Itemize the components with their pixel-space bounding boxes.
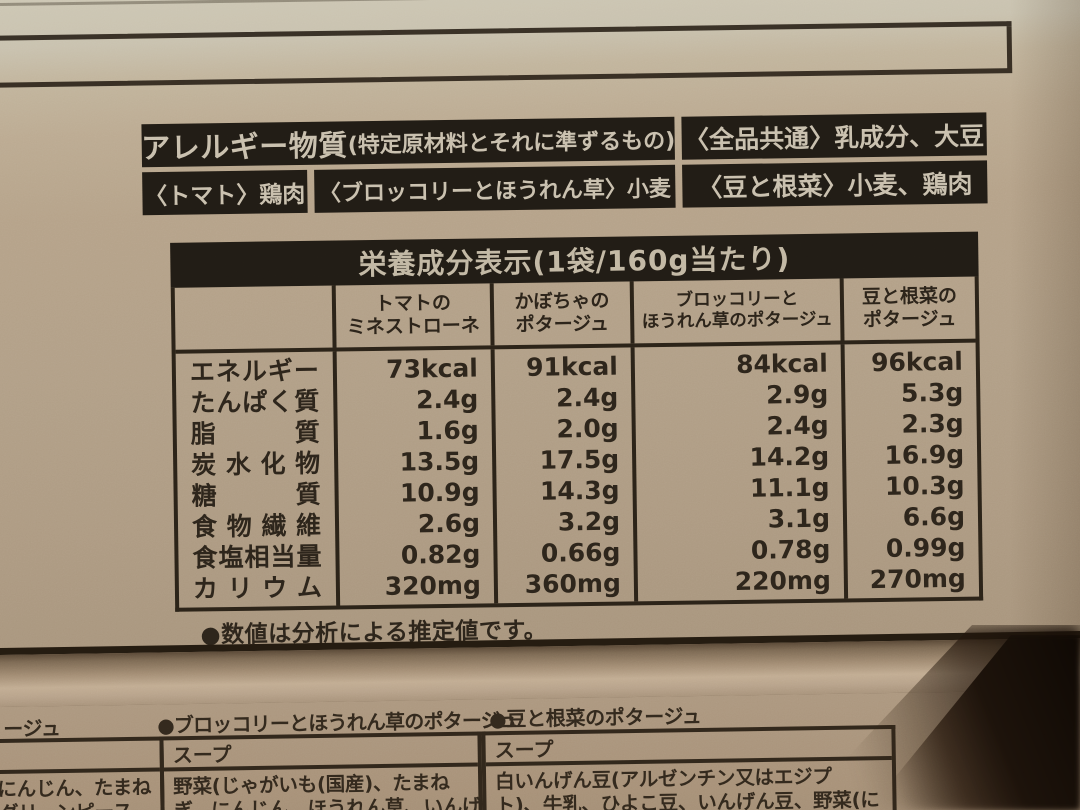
allergen-title-note: (特定原材料とそれに準ずるもの): [347, 128, 675, 158]
column-header-line: かぼちゃの: [514, 289, 610, 314]
ingredients-line: にんじん、たまね: [0, 775, 152, 802]
values-column-beans-roots-potage: 96kcal 5.3g 2.3g 16.9g 10.3g 6.6g 0.99g …: [845, 343, 980, 599]
value-cell: 2.3g: [901, 408, 964, 439]
allergen-title-cell: アレルギー物質 (特定原材料とそれに準ずるもの): [141, 116, 675, 168]
value-cell: 1.6g: [416, 415, 479, 446]
nutrient-label: たんぱく質: [190, 386, 320, 418]
allergen-row-1: アレルギー物質 (特定原材料とそれに準ずるもの) 〈全品共通〉乳成分、大豆: [141, 112, 987, 168]
allergen-tomato-cell: 〈トマト〉鶏肉: [142, 169, 308, 216]
value-cell: 0.82g: [400, 539, 481, 570]
nutrition-header-row: トマトの ミネストローネ かぼちゃの ポタージュ ブロッコリーと ほうれん草のポ…: [174, 277, 976, 350]
value-cell: 13.5g: [399, 446, 480, 477]
value-cell: 320mg: [384, 570, 482, 601]
soup-row-label: スープ: [163, 735, 478, 772]
value-cell: 84kcal: [735, 348, 829, 379]
nutrient-label: カリウム: [192, 572, 323, 604]
allergen-beans-roots-cell: 〈豆と根菜〉小麦、鶏肉: [682, 160, 988, 208]
nutrition-body: エネルギー たんぱく質 脂質 炭水化物 糖質 食物繊維 食塩相当量 カリウム 7…: [175, 338, 980, 608]
value-cell: 11.1g: [749, 472, 830, 503]
value-cell: 2.4g: [415, 384, 479, 415]
allergen-common-cell: 〈全品共通〉乳成分、大豆: [681, 112, 987, 160]
printed-label-area: アレルギー物質 (特定原材料とそれに準ずるもの) 〈全品共通〉乳成分、大豆 〈トマ…: [141, 112, 988, 648]
nutrient-label: 食物繊維: [191, 510, 322, 542]
value-cell: 3.2g: [557, 506, 621, 537]
value-cell: 360mg: [524, 568, 622, 599]
value-cell: 5.3g: [900, 377, 964, 408]
values-column-tomato-minestrone: 73kcal 2.4g 1.6g 13.5g 10.9g 2.6g 0.82g …: [336, 349, 499, 606]
ingredients-text-broccoli: 野菜(じゃがいも(国産)、たまね ぎ、にんじん、ほうれん草、いんげ: [164, 767, 482, 810]
value-cell: 96kcal: [870, 346, 964, 378]
ingredients-line: グリーンピース、: [0, 800, 152, 810]
value-cell: 14.2g: [749, 441, 830, 472]
value-cell: 2.4g: [555, 382, 619, 413]
nutrient-label: 糖質: [191, 479, 321, 511]
nutrient-label: 脂質: [190, 417, 320, 449]
allergen-broccoli-spinach-cell: 〈ブロッコリーとほうれん草〉小麦: [313, 164, 677, 213]
values-column-pumpkin-potage: 91kcal 2.4g 2.0g 17.5g 14.3g 3.2g 0.66g …: [494, 347, 639, 604]
nutrient-label: 炭水化物: [190, 448, 321, 480]
value-cell: 73kcal: [385, 353, 479, 384]
value-cell: 3.1g: [767, 503, 831, 534]
value-cell: 14.3g: [539, 475, 620, 506]
nutrient-labels-column: エネルギー たんぱく質 脂質 炭水化物 糖質 食物繊維 食塩相当量 カリウム: [175, 351, 341, 608]
column-header-line: ほうれん草のポタージュ: [641, 309, 833, 333]
column-header-beans-roots-potage: 豆と根菜の ポタージュ: [844, 277, 976, 341]
column-header-line: 豆と根菜の: [861, 285, 958, 309]
ingredient-table-broccoli-spinach: スープ 野菜(じゃがいも(国産)、たまね ぎ、にんじん、ほうれん草、いんげ: [159, 731, 484, 810]
value-cell: 6.6g: [902, 501, 966, 532]
upper-box-face: アレルギー物質 (特定原材料とそれに準ずるもの) 〈全品共通〉乳成分、大豆 〈トマ…: [0, 0, 1080, 656]
nutrition-grid: トマトの ミネストローネ かぼちゃの ポタージュ ブロッコリーと ほうれん草のポ…: [170, 276, 984, 612]
value-cell: 0.99g: [885, 532, 966, 563]
nutrition-panel: 栄養成分表示(1袋/160g当たり) トマトの ミネストローネ かぼちゃの ポタ…: [170, 231, 984, 612]
value-cell: 2.0g: [556, 413, 619, 444]
column-header-pumpkin-potage: かぼちゃの ポタージュ: [493, 281, 635, 346]
soup-row-blank: [0, 740, 160, 776]
column-header-line: トマトの: [374, 292, 452, 316]
ingredient-table-left-partial: にんじん、たまね グリーンピース、: [0, 736, 166, 810]
column-header-line: ブロッコリーと: [675, 289, 799, 311]
value-cell: 16.9g: [884, 439, 965, 470]
column-header-blank: [174, 285, 337, 350]
value-cell: 10.9g: [399, 477, 480, 508]
allergen-row-2: 〈トマト〉鶏肉 〈ブロッコリーとほうれん草〉小麦 〈豆と根菜〉小麦、鶏肉: [142, 160, 988, 216]
ingredients-text-left: にんじん、たまね グリーンピース、: [0, 772, 161, 810]
allergen-title-main: アレルギー物質: [141, 127, 349, 165]
value-cell: 91kcal: [525, 351, 619, 382]
nutrient-label: エネルギー: [189, 355, 320, 387]
product-heading-beans-roots: ●豆と根菜のポタージュ: [488, 703, 702, 732]
column-header-broccoli-spinach-potage: ブロッコリーと ほうれん草のポタージュ: [633, 278, 845, 344]
column-header-line: ポタージュ: [862, 307, 957, 332]
value-cell: 2.6g: [417, 508, 481, 539]
allergen-table: アレルギー物質 (特定原材料とそれに準ずるもの) 〈全品共通〉乳成分、大豆 〈トマ…: [141, 112, 988, 220]
value-cell: 10.3g: [884, 470, 965, 501]
value-cell: 0.78g: [750, 534, 831, 565]
values-column-broccoli-spinach-potage: 84kcal 2.9g 2.4g 14.2g 11.1g 3.1g 0.78g …: [634, 344, 849, 602]
value-cell: 0.66g: [540, 537, 621, 568]
column-header-line: ミネストローネ: [346, 314, 480, 339]
nutrient-label: 食塩相当量: [192, 541, 322, 573]
value-cell: 220mg: [734, 565, 832, 596]
column-header-line: ポタージュ: [515, 312, 610, 337]
value-cell: 2.4g: [766, 410, 829, 441]
value-cell: 17.5g: [539, 444, 620, 475]
column-header-tomato-minestrone: トマトの ミネストローネ: [335, 283, 495, 348]
value-cell: 270mg: [869, 563, 967, 595]
value-cell: 2.9g: [765, 379, 829, 410]
